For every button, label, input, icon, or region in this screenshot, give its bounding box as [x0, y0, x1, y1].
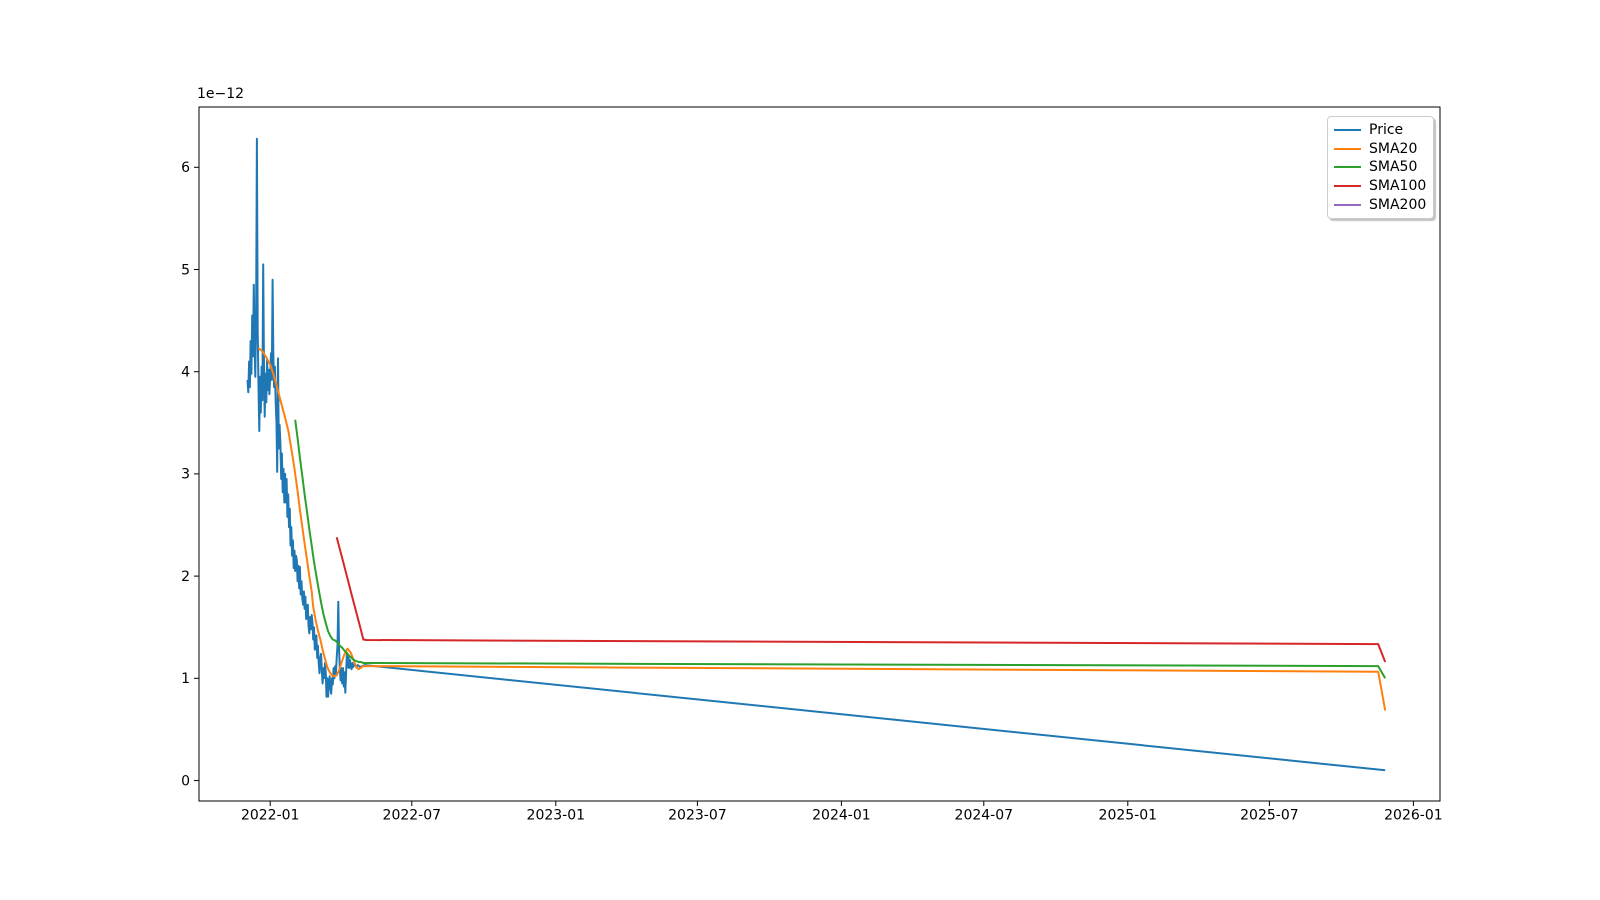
legend: Price SMA20 SMA50 SMA100 SMA200 — [1327, 116, 1434, 219]
legend-line-sample-sma50 — [1334, 166, 1361, 169]
legend-label-sma50: SMA50 — [1369, 159, 1418, 176]
x-tick-label: 2026-01 — [1384, 808, 1443, 824]
x-tick-label: 2024-07 — [955, 808, 1014, 824]
legend-label-price: Price — [1369, 122, 1404, 139]
series-line-sma50 — [294, 419, 1387, 679]
legend-line-sample-sma100 — [1334, 185, 1361, 188]
x-tick-label: 2022-07 — [383, 808, 442, 824]
y-tick-label: 3 — [181, 467, 190, 483]
legend-item-sma20: SMA20 — [1334, 140, 1427, 159]
legend-label-sma200: SMA200 — [1369, 196, 1427, 213]
y-tick-label: 0 — [181, 773, 190, 789]
x-tick-label: 2023-07 — [668, 808, 727, 824]
legend-item-sma100: SMA100 — [1334, 177, 1427, 196]
legend-item-sma50: SMA50 — [1334, 158, 1427, 177]
legend-item-price: Price — [1334, 121, 1427, 140]
legend-label-sma20: SMA20 — [1369, 140, 1418, 157]
legend-line-sample-sma20 — [1334, 147, 1361, 150]
y-tick-label: 6 — [181, 160, 190, 176]
legend-line-sample-sma200 — [1334, 203, 1361, 206]
y-tick-label: 1 — [181, 671, 190, 687]
y-tick-label: 4 — [181, 364, 190, 380]
y-tick-label: 2 — [181, 569, 190, 585]
legend-item-sma200: SMA200 — [1334, 195, 1427, 214]
series-line-sma100 — [335, 537, 1387, 663]
x-tick-label: 2025-07 — [1240, 808, 1299, 824]
y-axis-offset-text: 1e−12 — [197, 86, 245, 102]
x-tick-label: 2022-01 — [241, 808, 300, 824]
y-tick-label: 5 — [181, 262, 190, 278]
legend-label-sma100: SMA100 — [1369, 178, 1427, 195]
x-tick-label: 2023-01 — [527, 808, 586, 824]
series-line-price — [246, 137, 1386, 772]
x-tick-label: 2024-01 — [812, 808, 871, 824]
x-tick-label: 2025-01 — [1099, 808, 1158, 824]
legend-line-sample-price — [1334, 129, 1361, 132]
axes-spines — [198, 106, 1441, 802]
series-line-sma20 — [257, 347, 1387, 711]
